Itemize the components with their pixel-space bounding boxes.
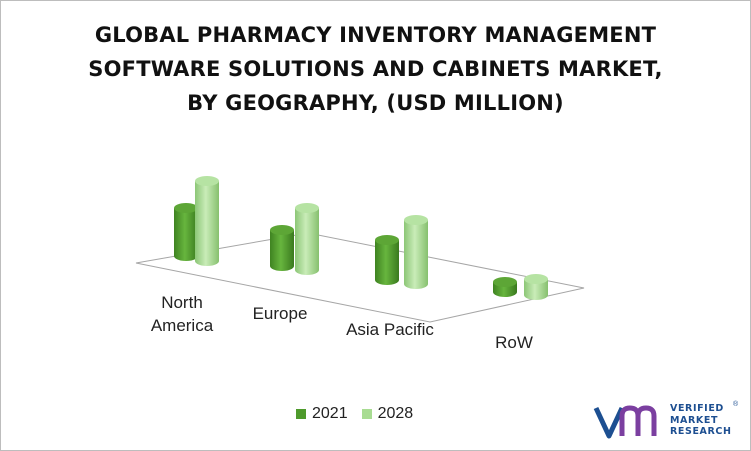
legend-item-2021: 2021 — [296, 405, 348, 423]
chart-floor — [135, 232, 585, 323]
vmr-logo-text: VERIFIED MARKET RESEARCH — [670, 403, 732, 438]
bar-asia-pacific-2021 — [375, 235, 399, 285]
logo-line-1: VERIFIED — [670, 403, 724, 414]
chart-title: GLOBAL PHARMACY INVENTORY MANAGEMENT SOF… — [88, 23, 663, 115]
legend-swatch-2021 — [296, 409, 306, 419]
legend-label-2021: 2021 — [312, 405, 348, 422]
category-label-asia-pacific: Asia Pacific — [346, 320, 434, 339]
verified-market-research-logo: VERIFIED MARKET RESEARCH ® — [592, 401, 742, 442]
bar-row-2021 — [493, 277, 517, 297]
category-label-north-america: North America — [150, 293, 214, 335]
vmr-logo-mark-icon — [593, 405, 657, 439]
legend-label-2028: 2028 — [377, 405, 414, 422]
bar-north-america-2028 — [195, 176, 219, 266]
legend-swatch-2028 — [361, 409, 372, 419]
logo-line-3: RESEARCH — [670, 426, 732, 437]
logo-line-2: MARKET — [670, 414, 719, 426]
category-label-row: RoW — [495, 333, 533, 352]
bar-asia-pacific-2028 — [404, 215, 428, 289]
registered-mark: ® — [733, 401, 739, 408]
bar-row-2028 — [524, 274, 548, 300]
bar-europe-2028 — [295, 203, 319, 275]
legend-item-2028: 2028 — [361, 405, 414, 423]
chart-legend: 2021 2028 — [296, 405, 427, 423]
category-label-europe: Europe — [252, 304, 308, 323]
bar-north-america-2021 — [174, 203, 198, 261]
bar-europe-2021 — [270, 225, 294, 271]
